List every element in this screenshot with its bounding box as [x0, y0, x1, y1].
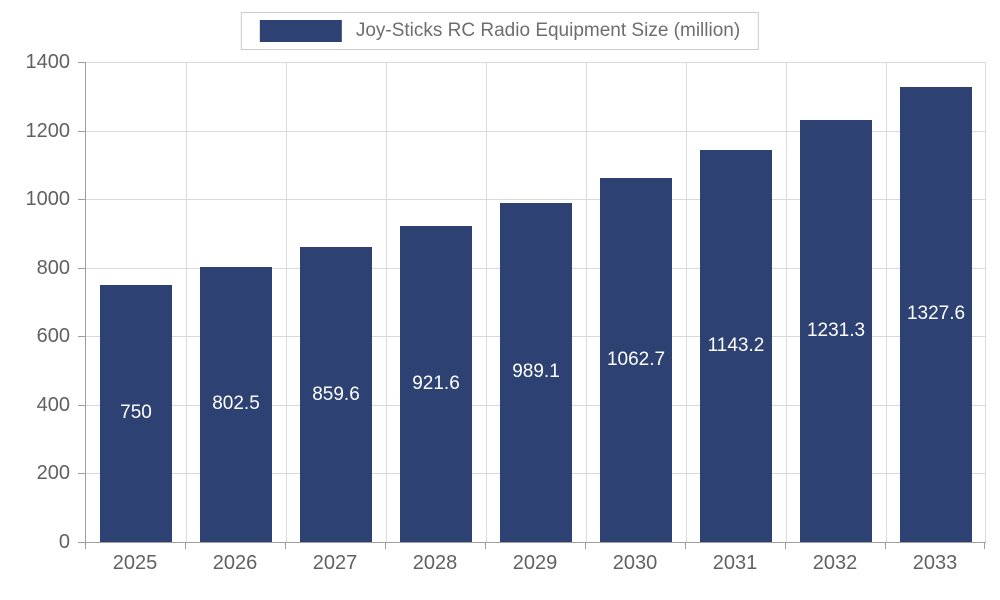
x-tick-label: 2031	[712, 552, 758, 574]
x-tick-label: 2032	[812, 552, 858, 574]
y-tick-label: 1400	[25, 51, 71, 73]
bar: 989.1	[500, 202, 572, 542]
v-gridline	[686, 62, 687, 542]
h-gridline	[86, 62, 986, 63]
v-gridline	[386, 62, 387, 542]
y-tick-label: 1000	[25, 188, 71, 211]
x-tick-label: 2033	[912, 552, 958, 574]
h-gridline	[86, 130, 986, 132]
y-tick-mark	[78, 199, 85, 201]
x-tick-mark	[185, 542, 186, 549]
bar: 1327.6	[900, 86, 972, 542]
plot-area: 750 802.5 859.6 921.6 989.1 1062.7 1143.2 1231.…	[85, 62, 986, 543]
y-tick-mark	[78, 267, 85, 269]
bar-value-label: 1231.3	[806, 319, 866, 341]
x-tick-label: 2030	[612, 552, 658, 574]
x-tick-mark	[885, 542, 886, 549]
x-tick-mark	[485, 542, 486, 549]
x-tick-label: 2028	[412, 552, 458, 574]
legend-swatch	[259, 20, 342, 42]
v-gridline	[985, 62, 986, 542]
v-gridline	[786, 62, 787, 542]
y-tick-mark	[78, 62, 85, 63]
x-tick-mark	[585, 542, 586, 549]
x-tick-label: 2025	[112, 552, 158, 574]
bar-value-label: 1062.7	[606, 348, 666, 370]
h-gridline	[86, 199, 986, 201]
y-tick-mark	[78, 130, 85, 132]
v-gridline	[586, 62, 587, 542]
y-tick-label: 600	[36, 325, 70, 348]
x-tick-mark	[685, 542, 686, 549]
y-tick-label: 400	[36, 393, 70, 416]
bar-value-label: 1327.6	[906, 303, 966, 325]
y-tick-label: 0	[58, 531, 70, 553]
v-gridline	[486, 62, 487, 542]
bar: 1231.3	[800, 119, 872, 542]
y-tick-mark	[78, 473, 85, 475]
v-gridline	[286, 62, 287, 542]
y-tick-label: 800	[36, 256, 70, 279]
bar-value-label: 921.6	[412, 373, 460, 395]
v-gridline	[886, 62, 887, 542]
bar-value-label: 989.1	[512, 361, 560, 383]
legend[interactable]: Joy-Sticks RC Radio Equipment Size (mill…	[240, 12, 760, 50]
chart-title: Joy-Sticks RC Radio Equipment Size (mill…	[355, 20, 741, 41]
x-tick-label: 2029	[512, 552, 558, 574]
bar: 750	[100, 284, 172, 542]
y-tick-label: 1200	[25, 119, 71, 142]
x-tick-mark	[984, 542, 985, 549]
x-tick-mark	[285, 542, 286, 549]
bar: 1062.7	[600, 177, 672, 542]
bar: 802.5	[200, 266, 272, 542]
bar-value-label: 802.5	[212, 393, 260, 415]
x-tick-mark	[785, 542, 786, 549]
bar: 921.6	[400, 226, 472, 542]
bar-value-label: 859.6	[312, 383, 360, 405]
bar: 859.6	[300, 247, 372, 542]
x-tick-mark	[85, 542, 86, 549]
y-tick-mark	[78, 404, 85, 406]
x-tick-mark	[385, 542, 386, 549]
y-tick-mark	[78, 336, 85, 338]
bar-value-label: 750	[120, 402, 152, 424]
y-tick-mark	[78, 542, 85, 543]
bar: 1143.2	[700, 150, 772, 542]
x-tick-label: 2026	[212, 552, 258, 574]
y-tick-label: 200	[36, 462, 70, 485]
v-gridline	[186, 62, 187, 542]
bar-value-label: 1143.2	[707, 335, 765, 357]
x-tick-label: 2027	[312, 552, 358, 574]
